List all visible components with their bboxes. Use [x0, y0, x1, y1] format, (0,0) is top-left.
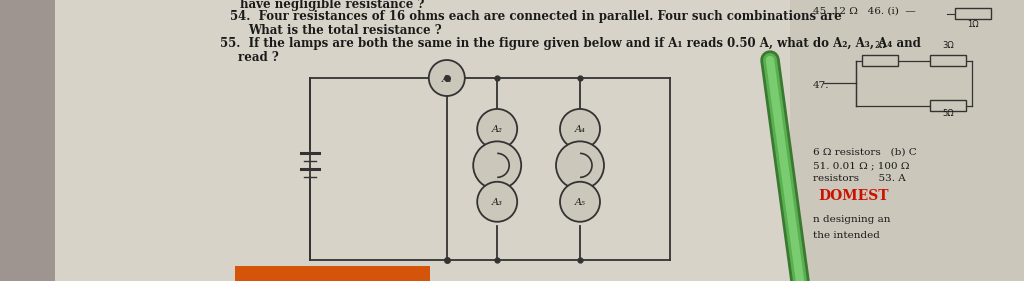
Bar	[862, 55, 898, 66]
Text: A₃: A₃	[492, 198, 503, 207]
Text: 54.  Four resistances of 16 ohms each are connected in parallel. Four such combi: 54. Four resistances of 16 ohms each are…	[230, 10, 842, 23]
Circle shape	[477, 109, 517, 149]
Text: have negligible resistance ?: have negligible resistance ?	[240, 0, 424, 11]
Bar	[955, 8, 991, 19]
Text: A₄: A₄	[574, 125, 586, 135]
Polygon shape	[55, 0, 790, 281]
Text: read ?: read ?	[238, 51, 279, 64]
Bar	[930, 100, 966, 111]
Text: A₅: A₅	[574, 198, 586, 207]
Bar	[930, 55, 966, 66]
Text: What is the total resistance ?: What is the total resistance ?	[248, 24, 441, 37]
Text: 47.: 47.	[813, 81, 829, 90]
Text: 55.  If the lamps are both the same in the figure given below and if A₁ reads 0.: 55. If the lamps are both the same in th…	[220, 37, 921, 50]
Polygon shape	[790, 0, 1024, 281]
Circle shape	[556, 141, 604, 189]
Polygon shape	[234, 266, 430, 281]
Text: A₁: A₁	[441, 74, 453, 83]
Text: 1Ω: 1Ω	[968, 20, 979, 29]
Circle shape	[560, 182, 600, 222]
Circle shape	[477, 182, 517, 222]
Text: A₂: A₂	[492, 125, 503, 135]
Text: resistors      53. A: resistors 53. A	[813, 174, 906, 183]
Polygon shape	[0, 0, 55, 281]
Text: DOMEST: DOMEST	[818, 189, 889, 203]
Text: the intended: the intended	[813, 231, 880, 240]
Text: 51. 0.01 Ω ; 100 Ω: 51. 0.01 Ω ; 100 Ω	[813, 161, 909, 170]
Text: 3Ω: 3Ω	[942, 41, 954, 50]
Text: n designing an: n designing an	[813, 215, 891, 224]
Text: 2Ω: 2Ω	[874, 41, 886, 50]
Circle shape	[429, 60, 465, 96]
Text: 6 Ω resistors   (b) C: 6 Ω resistors (b) C	[813, 148, 916, 157]
Text: 5Ω: 5Ω	[942, 109, 953, 118]
Text: 45. 12 Ω   46. (i)  —: 45. 12 Ω 46. (i) —	[813, 7, 915, 16]
Circle shape	[473, 141, 521, 189]
Circle shape	[560, 109, 600, 149]
